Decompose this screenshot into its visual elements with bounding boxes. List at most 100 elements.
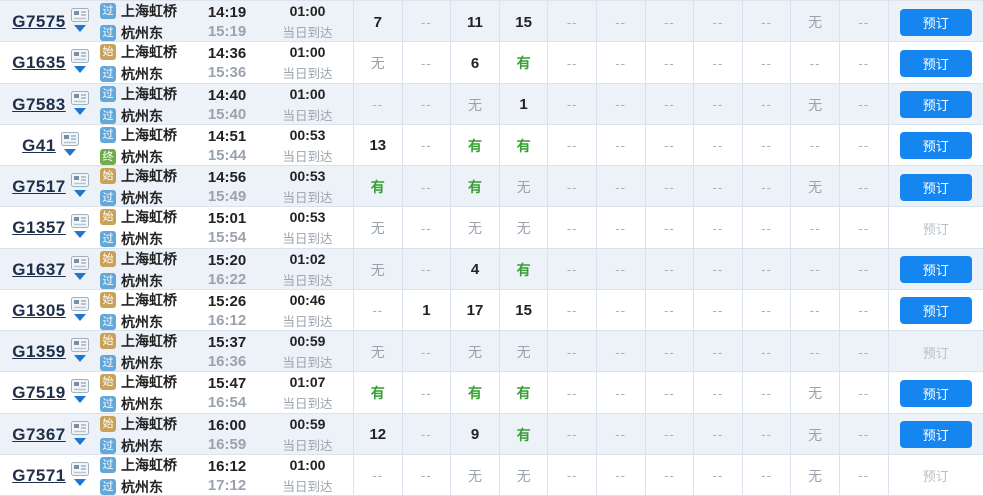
book-cell: 预订	[887, 124, 983, 167]
times-cell: 14:40 15:40	[192, 87, 262, 123]
book-button[interactable]: 预订	[899, 8, 972, 36]
train-icons	[70, 8, 89, 32]
duration-cell: 01:00 当日到达	[262, 457, 353, 495]
to-station-name: 杭州东	[121, 437, 163, 454]
seat-availability-cell: --	[790, 124, 839, 167]
train-number-link[interactable]: G1635	[12, 53, 66, 73]
train-number-link[interactable]: G7583	[12, 94, 66, 114]
book-button[interactable]: 预订	[899, 132, 972, 160]
depart-time: 15:47	[207, 375, 247, 393]
chevron-down-icon[interactable]	[73, 313, 86, 321]
seat-availability-cell: 有	[450, 166, 499, 208]
book-button[interactable]: 预订	[899, 173, 972, 201]
train-number-cell: G7571	[0, 461, 95, 486]
train-icons	[60, 131, 79, 156]
train-number-link[interactable]: G1305	[12, 300, 66, 320]
to-station-badge-icon: 过	[100, 478, 116, 495]
seat-availability-cell: 13	[353, 124, 402, 167]
train-row: G1635 始 上海虹桥 过 杭州东	[0, 42, 983, 85]
seat-availability-cell: --	[838, 1, 888, 43]
seat-availability-cell: --	[401, 372, 451, 415]
train-number-cell: G7517	[0, 173, 95, 197]
seat-availability-cell: --	[595, 454, 645, 496]
times-cell: 16:00 16:59	[192, 417, 262, 453]
arrive-day-note: 当日到达	[282, 108, 333, 123]
id-card-icon	[60, 131, 79, 146]
train-number-cell: G7367	[0, 420, 95, 445]
chevron-down-icon[interactable]	[63, 148, 76, 156]
train-number-link[interactable]: G7517	[12, 177, 66, 196]
seat-availability-cell: --	[644, 166, 694, 208]
chevron-down-icon[interactable]	[73, 437, 86, 445]
seat-availability-cell: 无	[353, 42, 402, 85]
seat-availability-cell: --	[353, 454, 402, 496]
train-icons	[70, 379, 89, 404]
arrive-time: 16:22	[207, 270, 247, 288]
seat-availability-cell: --	[693, 42, 742, 85]
seat-availability-cell: --	[401, 331, 451, 373]
train-number-link[interactable]: G41	[22, 135, 56, 155]
seat-availability-cell: --	[644, 1, 694, 43]
seat-availability-cell: --	[401, 1, 451, 43]
seat-availability-cell: --	[595, 248, 645, 291]
id-card-icon	[70, 461, 89, 476]
depart-time: 14:40	[207, 86, 247, 104]
seat-availability-cell: --	[790, 207, 839, 250]
duration-value: 00:53	[289, 168, 326, 184]
chevron-down-icon[interactable]	[73, 355, 86, 362]
book-button-disabled: 预订	[922, 221, 949, 237]
seat-availability-cell: --	[838, 289, 888, 332]
arrive-time: 15:54	[207, 229, 247, 247]
from-station-badge-icon: 过	[100, 126, 116, 143]
seat-availability-cell: --	[401, 42, 451, 85]
seat-availability-cell: --	[644, 83, 694, 126]
seat-availability-cell: 有	[353, 166, 402, 208]
train-number-link[interactable]: G7519	[12, 383, 66, 403]
to-station-name: 杭州东	[121, 107, 163, 124]
train-number-link[interactable]: G1359	[12, 342, 66, 361]
train-number-link[interactable]: G7571	[12, 465, 66, 485]
seat-availability-cell: 有	[353, 372, 402, 415]
seat-availability-cell: --	[595, 124, 645, 167]
train-number-cell: G1359	[0, 338, 95, 362]
chevron-down-icon[interactable]	[73, 478, 86, 486]
chevron-down-icon[interactable]	[73, 396, 86, 404]
chevron-down-icon[interactable]	[73, 25, 86, 32]
seat-availability-cell: --	[693, 124, 742, 167]
train-icons	[70, 338, 89, 362]
duration-value: 00:53	[289, 209, 326, 226]
train-icons	[70, 49, 89, 74]
duration-cell: 01:00 当日到达	[262, 44, 353, 82]
book-button[interactable]: 预订	[899, 379, 972, 407]
seat-availability-cell: --	[644, 331, 694, 373]
book-button[interactable]: 预订	[899, 256, 972, 283]
seat-availability-cell: 无	[450, 207, 499, 250]
train-number-link[interactable]: G1357	[12, 218, 66, 238]
chevron-down-icon[interactable]	[73, 190, 86, 197]
train-number-link[interactable]: G7575	[12, 12, 66, 31]
train-number-link[interactable]: G7367	[12, 424, 66, 444]
chevron-down-icon[interactable]	[73, 231, 86, 239]
book-button[interactable]: 预订	[899, 297, 972, 325]
arrive-day-note: 当日到达	[282, 397, 333, 412]
chevron-down-icon[interactable]	[73, 272, 86, 280]
to-station-badge-icon: 过	[100, 66, 116, 83]
seat-availability-cell: --	[595, 83, 645, 126]
id-card-icon	[70, 338, 89, 352]
id-card-icon	[70, 90, 89, 105]
book-button[interactable]: 预订	[899, 91, 972, 118]
arrive-time: 15:44	[207, 146, 247, 164]
chevron-down-icon[interactable]	[73, 107, 86, 115]
seat-availability-cell: --	[547, 42, 596, 85]
seat-availability-cell: --	[547, 207, 596, 250]
book-button[interactable]: 预订	[899, 421, 972, 448]
chevron-down-icon[interactable]	[73, 66, 86, 74]
seat-availability-cell: 无	[450, 331, 499, 373]
seat-availability-cell: 12	[353, 413, 402, 456]
train-number-link[interactable]: G1637	[12, 259, 66, 279]
times-cell: 15:37 16:36	[192, 334, 262, 370]
book-button-disabled: 预订	[922, 469, 949, 485]
book-button[interactable]: 预订	[899, 49, 972, 77]
duration-cell: 00:59 当日到达	[262, 333, 353, 371]
